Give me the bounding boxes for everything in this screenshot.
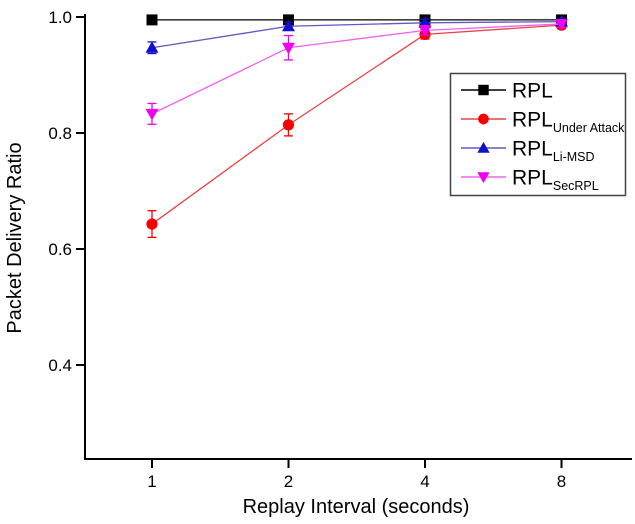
x-tick-label: 1 xyxy=(147,472,156,491)
y-tick-label: 0.4 xyxy=(48,356,72,375)
legend-entry-rpl: RPL xyxy=(461,80,553,103)
legend-label: RPLSecRPL xyxy=(512,167,599,194)
legend-marker xyxy=(478,84,489,96)
legend-marker xyxy=(477,172,490,184)
x-tick-label: 2 xyxy=(284,472,293,491)
legend-entry-rpl-secrpl: RPLSecRPL xyxy=(461,167,599,194)
y-tick-label: 0.6 xyxy=(48,240,72,259)
x-axis-title: Replay Interval (seconds) xyxy=(243,496,470,518)
data-point-marker xyxy=(145,108,159,121)
data-point-marker xyxy=(418,16,432,28)
data-point-marker xyxy=(282,19,295,32)
series-layer xyxy=(145,14,568,239)
x-tick-label: 8 xyxy=(557,472,566,491)
data-point-marker xyxy=(282,42,295,55)
data-point-marker xyxy=(282,119,295,131)
y-axis-title: Packet Delivery Ratio xyxy=(4,142,26,333)
series-line xyxy=(151,23,562,115)
legend-label: RPLUnder Attack xyxy=(512,109,625,136)
y-tick-label: 1.0 xyxy=(48,8,72,27)
legend-label: RPLLi-MSD xyxy=(512,138,595,165)
x-tick-label: 4 xyxy=(420,472,429,491)
legend-entry-rpl-li-msd: RPLLi-MSD xyxy=(461,138,595,165)
series-line xyxy=(151,20,562,49)
legend-marker xyxy=(477,141,490,153)
legend-marker xyxy=(478,113,489,125)
series-rpl-secrpl xyxy=(145,18,568,125)
series-line xyxy=(151,24,562,225)
data-point-marker xyxy=(145,41,159,53)
legend-entry-rpl-under-attack: RPLUnder Attack xyxy=(461,109,625,136)
data-point-marker xyxy=(146,218,158,230)
data-point-marker xyxy=(555,18,568,31)
data-point-marker xyxy=(146,14,158,26)
data-point-marker xyxy=(418,25,432,37)
y-tick-label: 0.8 xyxy=(48,124,72,143)
series-rpl xyxy=(146,14,567,26)
axes-layer: 1.0 0.8 0.6 0.4 1 2 4 8 xyxy=(48,8,632,491)
series-rpl-li-msd xyxy=(145,15,568,55)
legend-label: RPL xyxy=(512,80,553,103)
